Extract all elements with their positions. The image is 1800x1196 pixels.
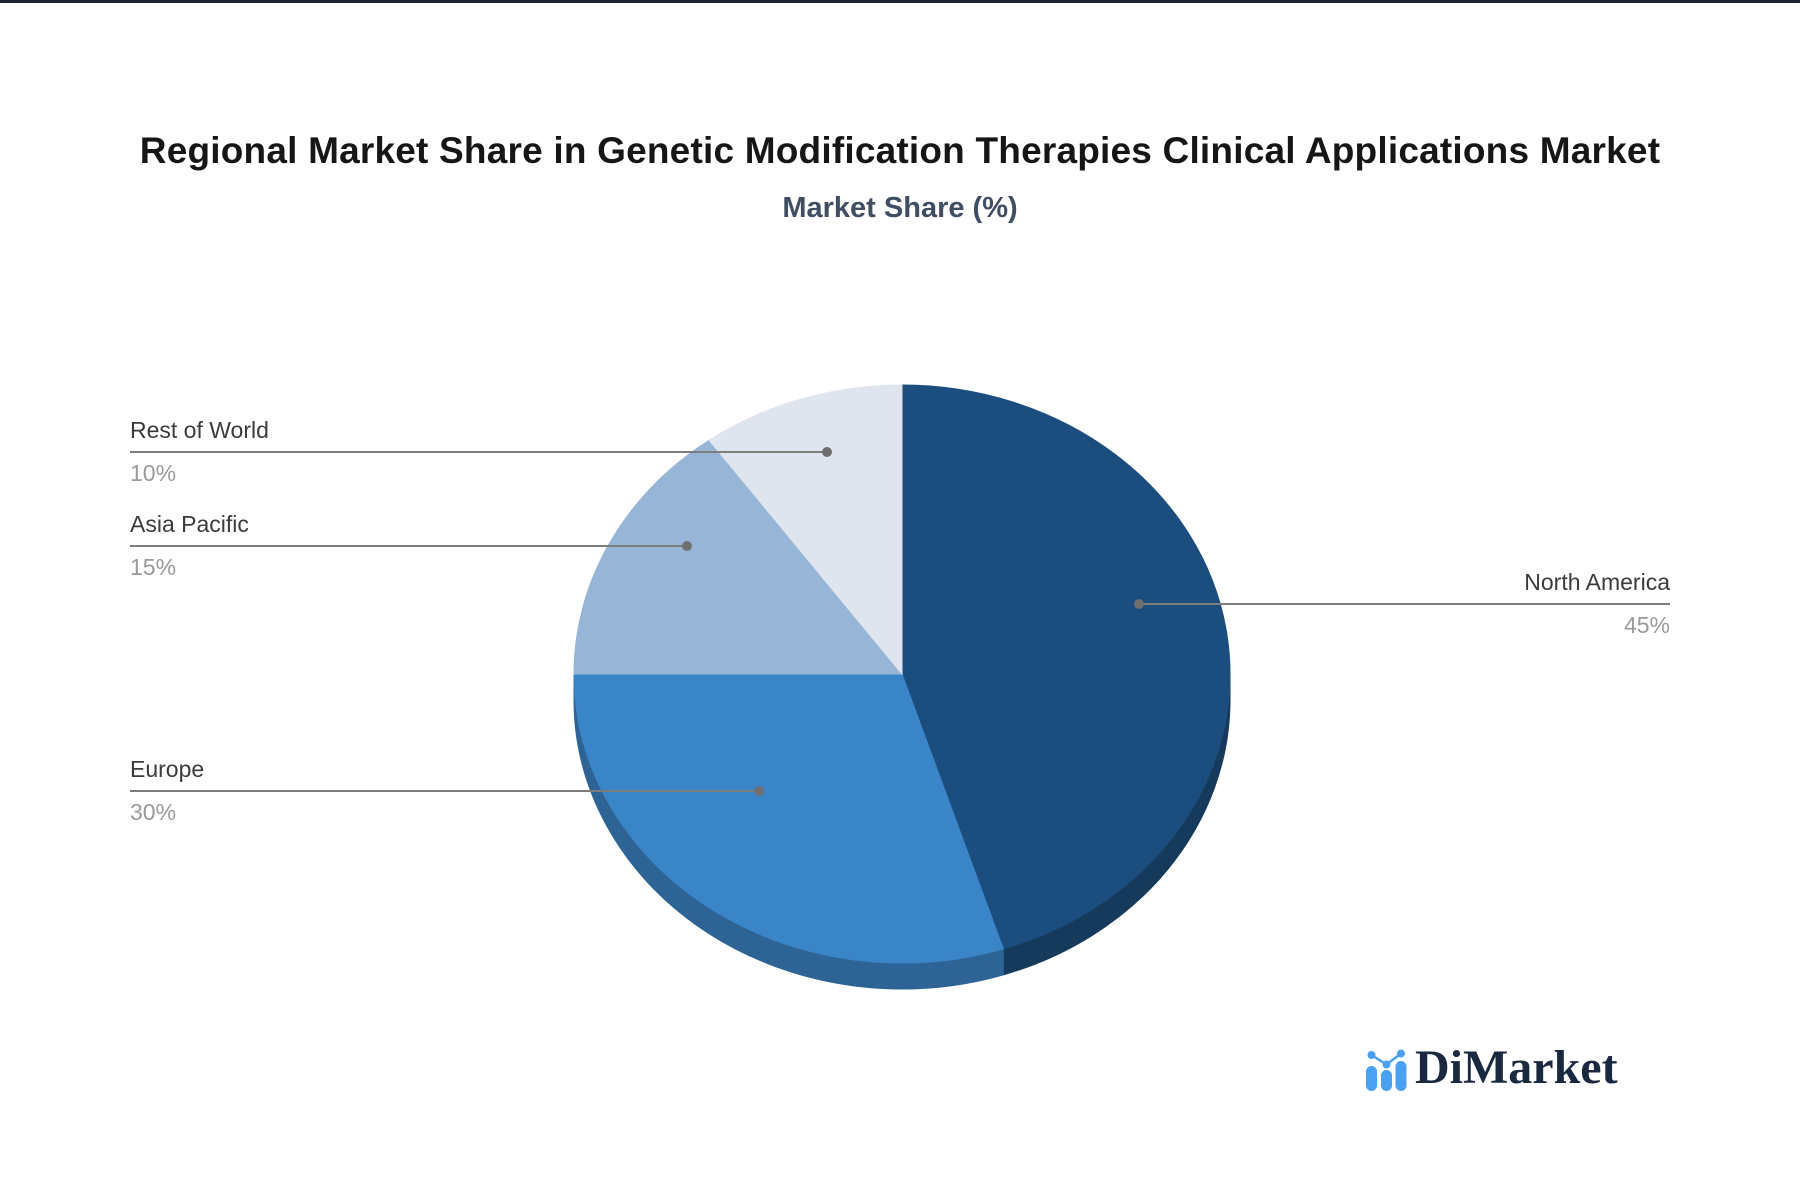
- brand-logo: DiMarket: [1363, 1042, 1683, 1102]
- leader-dot-asia-pacific: [682, 541, 692, 551]
- pie-slice-europe: [573, 673, 1005, 964]
- callout-value: 10%: [130, 460, 177, 486]
- pie-slice-north-america: [901, 384, 1231, 950]
- leader-dot-europe: [754, 786, 764, 796]
- callout-label: Asia Pacific: [130, 511, 249, 537]
- leader-dot-rest-of-world: [822, 447, 832, 457]
- callout-north-america: North America 45%: [1250, 569, 1670, 638]
- page-top-border: [0, 0, 1800, 3]
- pie-slice-asia-pacific: [573, 439, 904, 675]
- callout-europe: Europe 30%: [130, 756, 550, 825]
- brand-logo-text: DiMarket: [1415, 1041, 1618, 1094]
- callout-value: 45%: [1623, 612, 1670, 638]
- callout-rest-of-world: Rest of World 10%: [130, 417, 550, 486]
- bar-chart-icon: [1366, 1049, 1407, 1091]
- chart-title: Regional Market Share in Genetic Modific…: [139, 130, 1661, 171]
- callout-value: 30%: [130, 799, 177, 825]
- callout-label: North America: [1524, 569, 1670, 595]
- callout-label: Rest of World: [130, 417, 269, 443]
- leader-dot-north-america: [1134, 599, 1144, 609]
- callout-value: 15%: [130, 554, 177, 580]
- callout-label: Europe: [130, 756, 205, 782]
- chart-subtitle: Market Share (%): [782, 192, 1018, 224]
- pie-slice-rest-of-world: [708, 384, 903, 676]
- callout-asia-pacific: Asia Pacific 15%: [130, 511, 550, 580]
